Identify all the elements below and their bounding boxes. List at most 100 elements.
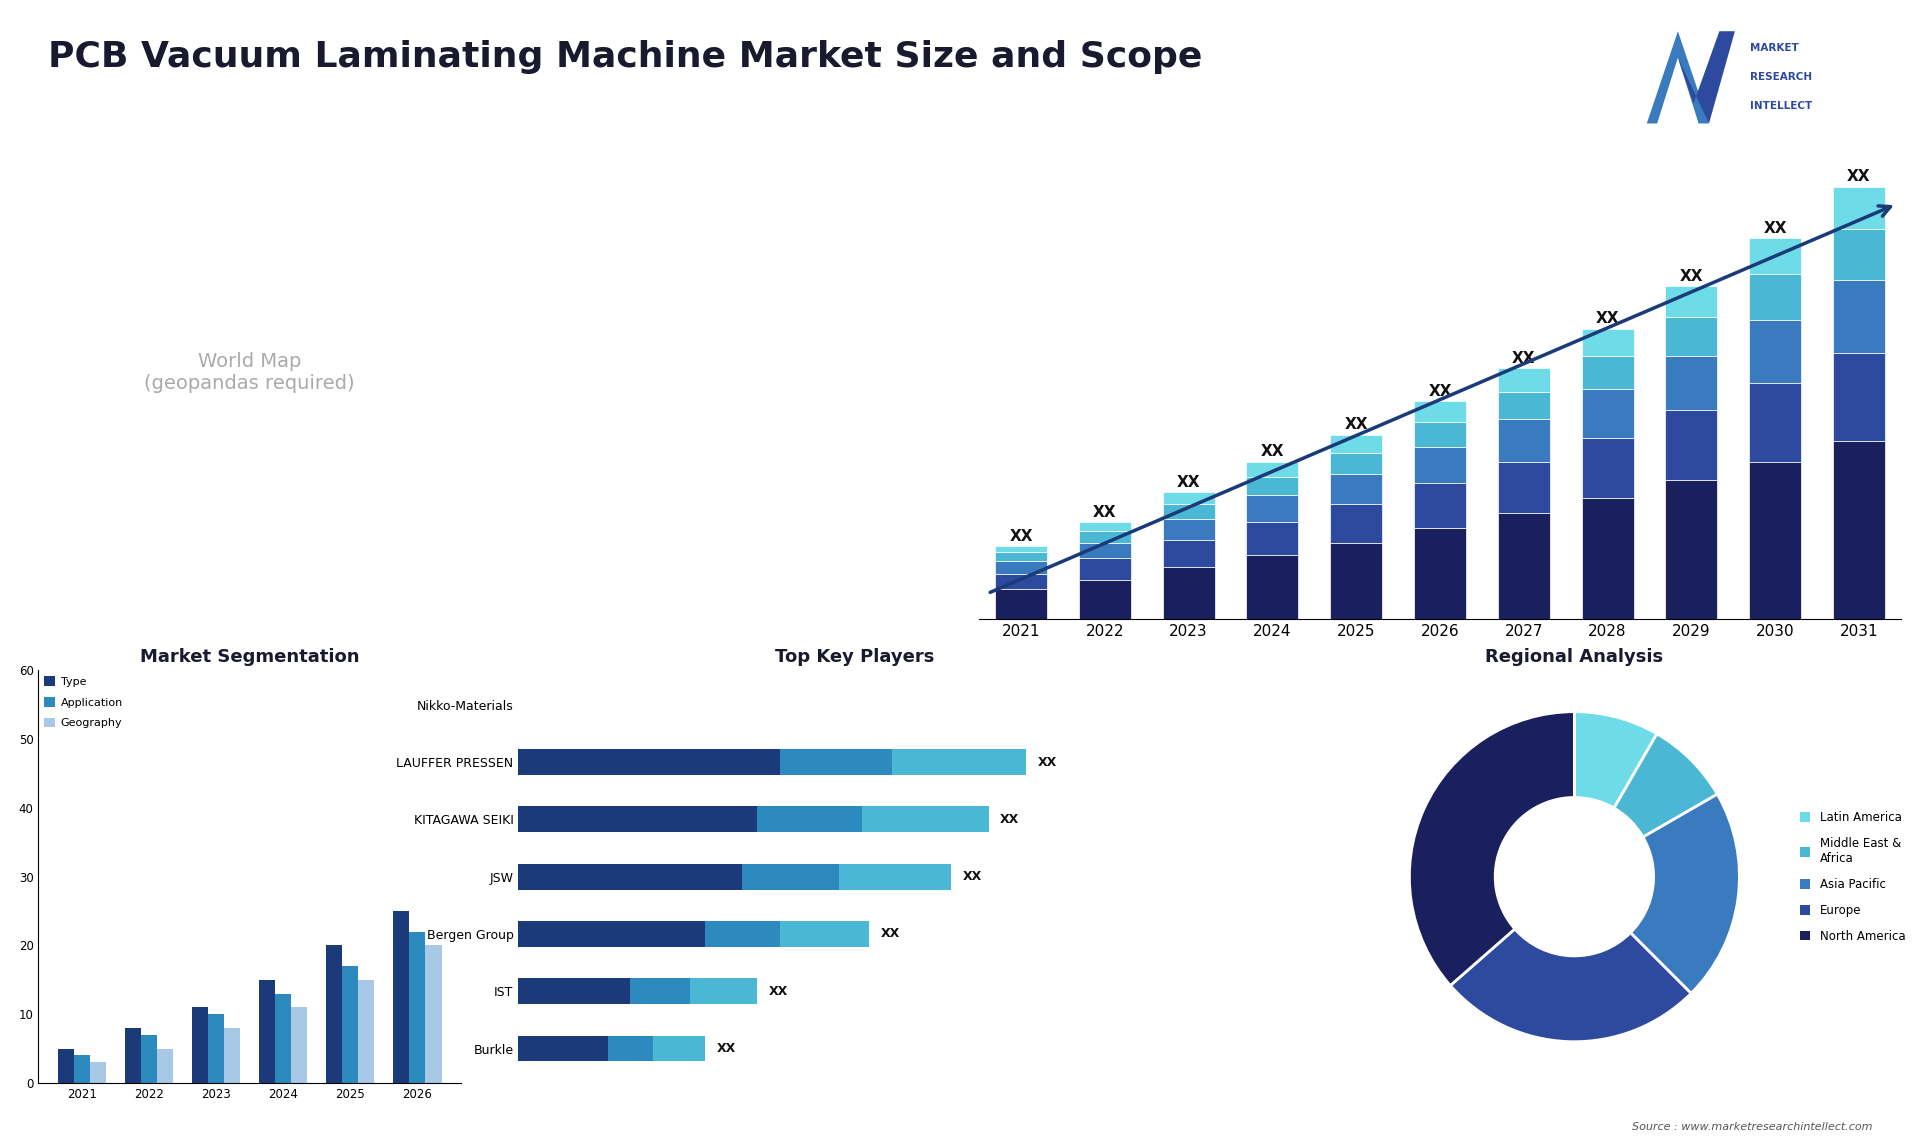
Bar [995, 573, 1046, 589]
Bar [1665, 286, 1716, 316]
Bar [1498, 392, 1549, 419]
Bar [1665, 316, 1716, 356]
Polygon shape [1678, 31, 1736, 124]
Bar [1164, 504, 1215, 519]
Bar [1582, 390, 1634, 438]
Bar [1498, 419, 1549, 462]
Bar [1582, 329, 1634, 356]
Bar [653, 1036, 705, 1061]
Bar [705, 921, 780, 947]
Bar [1834, 187, 1885, 229]
Bar [1749, 462, 1801, 619]
Bar [995, 562, 1046, 573]
Wedge shape [1409, 712, 1574, 986]
Bar [73, 1055, 90, 1083]
Bar [518, 979, 630, 1004]
Text: XX: XX [1428, 384, 1452, 399]
Bar [1331, 504, 1382, 543]
Bar [743, 864, 839, 889]
Bar [1331, 473, 1382, 504]
Bar [609, 1036, 653, 1061]
Bar [394, 911, 409, 1083]
Text: World Map
(geopandas required): World Map (geopandas required) [144, 352, 355, 393]
Bar [1834, 440, 1885, 619]
Text: XX: XX [962, 870, 981, 884]
Bar [1582, 438, 1634, 499]
Text: INTELLECT: INTELLECT [1751, 101, 1812, 111]
Bar [1749, 320, 1801, 383]
Bar [1331, 453, 1382, 473]
Wedge shape [1574, 712, 1657, 808]
Bar [1582, 356, 1634, 390]
Title: Regional Analysis: Regional Analysis [1486, 649, 1663, 666]
Bar [1749, 383, 1801, 462]
Bar [839, 864, 952, 889]
Bar [275, 994, 292, 1083]
Bar [140, 1035, 157, 1083]
Bar [342, 966, 359, 1083]
Text: RESEARCH: RESEARCH [1751, 72, 1812, 83]
Bar [995, 552, 1046, 562]
Text: XX: XX [716, 1042, 735, 1055]
Bar [192, 1007, 207, 1083]
Bar [1246, 523, 1298, 556]
Text: Source : www.marketresearchintellect.com: Source : www.marketresearchintellect.com [1632, 1122, 1872, 1132]
Bar [1331, 434, 1382, 453]
Bar [125, 1028, 140, 1083]
Bar [1834, 229, 1885, 281]
Bar [1834, 353, 1885, 440]
Text: XX: XX [881, 927, 900, 941]
Bar [1498, 513, 1549, 619]
Legend: Type, Application, Geography: Type, Application, Geography [44, 676, 123, 729]
Text: XX: XX [1000, 813, 1020, 826]
Bar [1079, 558, 1131, 580]
Bar [1246, 462, 1298, 477]
Bar [518, 749, 780, 775]
Bar [1413, 482, 1467, 528]
Bar [157, 1049, 173, 1083]
Bar [1246, 477, 1298, 495]
Bar [518, 807, 756, 832]
Bar [689, 979, 756, 1004]
Bar [1413, 528, 1467, 619]
Bar [1498, 462, 1549, 513]
Bar [58, 1049, 73, 1083]
Bar [1246, 495, 1298, 523]
Wedge shape [1630, 794, 1740, 994]
Bar [90, 1062, 106, 1083]
Bar [259, 980, 275, 1083]
Text: XX: XX [1037, 755, 1056, 769]
Text: MARKET: MARKET [1751, 44, 1799, 54]
Bar [1413, 423, 1467, 447]
Bar [780, 921, 870, 947]
Bar [891, 749, 1025, 775]
Bar [1834, 281, 1885, 353]
Bar [1164, 492, 1215, 504]
Text: XX: XX [768, 984, 787, 998]
Bar [1079, 523, 1131, 532]
Text: XX: XX [1513, 351, 1536, 366]
Bar [518, 1036, 609, 1061]
Bar [409, 932, 426, 1083]
Bar [862, 807, 989, 832]
Bar [1164, 567, 1215, 619]
Bar [1413, 401, 1467, 423]
Bar [1164, 540, 1215, 567]
Bar [1665, 480, 1716, 619]
Bar [780, 749, 891, 775]
Text: XX: XX [1344, 417, 1367, 432]
Bar [756, 807, 862, 832]
Legend: Latin America, Middle East &
Africa, Asia Pacific, Europe, North America: Latin America, Middle East & Africa, Asi… [1795, 806, 1910, 948]
Text: XX: XX [1010, 529, 1033, 544]
Wedge shape [1615, 733, 1716, 837]
Bar [292, 1007, 307, 1083]
Wedge shape [1450, 929, 1692, 1042]
Text: XX: XX [1847, 170, 1870, 185]
Text: XX: XX [1177, 474, 1200, 489]
Polygon shape [1647, 31, 1709, 124]
Title: Market Segmentation: Market Segmentation [140, 649, 359, 666]
Bar [1331, 543, 1382, 619]
Bar [1079, 532, 1131, 543]
Bar [225, 1028, 240, 1083]
Bar [518, 864, 743, 889]
